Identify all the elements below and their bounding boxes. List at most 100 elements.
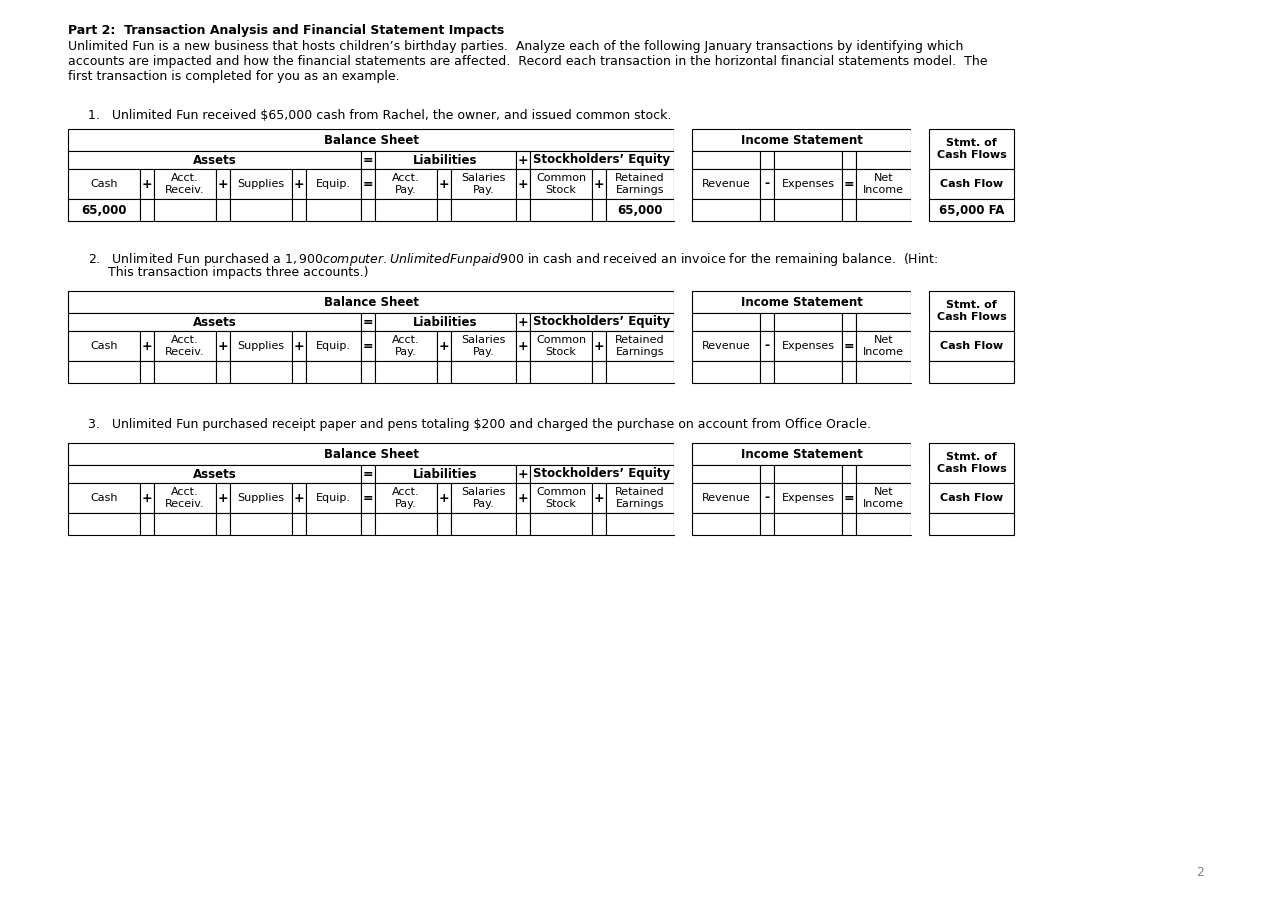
Bar	[436, 169, 451, 199]
Bar	[230, 331, 292, 361]
Text: Supplies: Supplies	[237, 179, 284, 189]
Text: Supplies: Supplies	[237, 493, 284, 503]
Bar	[68, 443, 675, 465]
Bar	[436, 483, 451, 513]
Bar	[230, 483, 292, 513]
Bar	[530, 361, 591, 383]
Bar	[774, 169, 842, 199]
Bar	[842, 361, 856, 383]
Text: +: +	[218, 340, 228, 352]
Bar	[929, 129, 1014, 169]
Bar	[856, 169, 911, 199]
Bar	[361, 331, 375, 361]
Bar	[929, 331, 1014, 361]
Text: Revenue: Revenue	[701, 341, 750, 351]
Bar	[516, 465, 530, 483]
Bar	[436, 361, 451, 383]
Bar	[292, 483, 306, 513]
Text: Acct.
Pay.: Acct. Pay.	[392, 335, 420, 357]
Text: Unlimited Fun is a new business that hosts children’s birthday parties.  Analyze: Unlimited Fun is a new business that hos…	[68, 40, 964, 53]
Bar	[451, 199, 516, 221]
Bar	[306, 361, 361, 383]
Text: Acct.
Receiv.: Acct. Receiv.	[165, 487, 205, 509]
Text: Cash: Cash	[91, 493, 118, 503]
Bar	[530, 483, 591, 513]
Bar	[68, 291, 675, 313]
Bar	[292, 361, 306, 383]
Text: Stockholders’ Equity: Stockholders’ Equity	[534, 316, 671, 328]
Bar	[774, 361, 842, 383]
Bar	[774, 199, 842, 221]
Bar	[591, 169, 605, 199]
Bar	[856, 513, 911, 535]
Bar	[68, 199, 140, 221]
Bar	[605, 169, 675, 199]
Bar	[516, 331, 530, 361]
Text: Expenses: Expenses	[782, 493, 835, 503]
Bar	[760, 361, 774, 383]
Bar	[911, 151, 929, 169]
Bar	[675, 313, 692, 331]
Text: Retained
Earnings: Retained Earnings	[616, 335, 664, 357]
Bar	[842, 313, 856, 331]
Text: Balance Sheet: Balance Sheet	[324, 133, 419, 147]
Text: +: +	[218, 177, 228, 191]
Bar	[306, 199, 361, 221]
Bar	[675, 129, 692, 151]
Bar	[306, 513, 361, 535]
Text: Net
Income: Net Income	[863, 487, 904, 509]
Bar	[375, 151, 516, 169]
Bar	[605, 199, 675, 221]
Bar	[692, 361, 760, 383]
Text: This transaction impacts three accounts.): This transaction impacts three accounts.…	[108, 266, 369, 279]
Text: Assets: Assets	[192, 316, 237, 328]
Bar	[516, 313, 530, 331]
Bar	[774, 513, 842, 535]
Text: +: +	[517, 467, 529, 480]
Bar	[140, 331, 154, 361]
Bar	[292, 169, 306, 199]
Text: accounts are impacted and how the financial statements are affected.  Record eac: accounts are impacted and how the financ…	[68, 55, 987, 68]
Text: =: =	[362, 340, 374, 352]
Bar	[911, 443, 929, 465]
Bar	[436, 513, 451, 535]
Bar	[692, 313, 760, 331]
Text: +: +	[439, 492, 449, 504]
Bar	[306, 169, 361, 199]
Text: Expenses: Expenses	[782, 341, 835, 351]
Text: Acct.
Pay.: Acct. Pay.	[392, 174, 420, 195]
Text: Net
Income: Net Income	[863, 335, 904, 357]
Text: =: =	[362, 492, 374, 504]
Text: Balance Sheet: Balance Sheet	[324, 448, 419, 460]
Text: +: +	[439, 177, 449, 191]
Bar	[842, 465, 856, 483]
Bar	[361, 483, 375, 513]
Text: -: -	[764, 340, 769, 352]
Bar	[911, 483, 929, 513]
Bar	[516, 169, 530, 199]
Bar	[216, 331, 230, 361]
Bar	[154, 331, 216, 361]
Bar	[361, 169, 375, 199]
Bar	[530, 151, 675, 169]
Bar	[856, 465, 911, 483]
Bar	[516, 483, 530, 513]
Text: +: +	[594, 177, 604, 191]
Bar	[68, 129, 675, 151]
Bar	[929, 513, 1014, 535]
Text: Acct.
Pay.: Acct. Pay.	[392, 487, 420, 509]
Text: Stockholders’ Equity: Stockholders’ Equity	[534, 154, 671, 166]
Bar	[856, 361, 911, 383]
Text: +: +	[594, 492, 604, 504]
Bar	[140, 199, 154, 221]
Bar	[375, 313, 516, 331]
Bar	[292, 513, 306, 535]
Bar	[760, 483, 774, 513]
Text: 3.   Unlimited Fun purchased receipt paper and pens totaling $200 and charged th: 3. Unlimited Fun purchased receipt paper…	[88, 418, 870, 431]
Text: =: =	[844, 492, 854, 504]
Bar	[911, 465, 929, 483]
Text: =: =	[362, 177, 374, 191]
Text: Stmt. of
Cash Flows: Stmt. of Cash Flows	[937, 452, 1006, 474]
Text: Equip.: Equip.	[316, 179, 351, 189]
Bar	[675, 483, 692, 513]
